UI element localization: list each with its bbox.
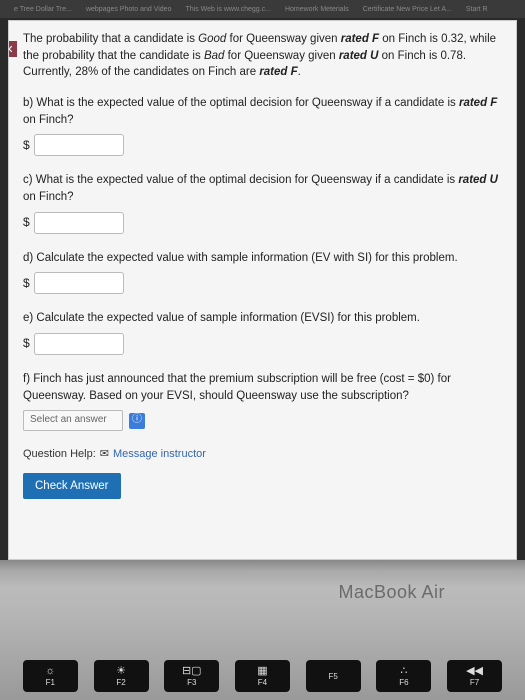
part-b-input[interactable]: [34, 134, 124, 156]
part-f-select[interactable]: Select an answer: [23, 410, 123, 431]
dollar-sign: $: [23, 137, 30, 154]
part-d: d) Calculate the expected value with sam…: [23, 250, 498, 295]
text: on Finch?: [23, 191, 74, 203]
part-c-label: c) What is the expected value of the opt…: [23, 172, 498, 205]
key-label: F3: [187, 678, 196, 687]
key-label: F7: [470, 678, 479, 687]
laptop-brand-text: MacBook Air: [338, 582, 445, 603]
f7-key: ◀◀F7: [447, 660, 502, 692]
part-b-label: b) What is the expected value of the opt…: [23, 95, 498, 128]
browser-tab[interactable]: Homework Meterials: [279, 4, 355, 15]
mail-icon: ✉: [100, 447, 109, 463]
text-bold: rated U: [458, 174, 498, 186]
mission-control-icon: ⊟▢: [182, 666, 202, 677]
browser-tab[interactable]: Certificate New Price Let A...: [357, 4, 458, 15]
part-e: e) Calculate the expected value of sampl…: [23, 310, 498, 355]
text: for Queensway given: [224, 50, 338, 62]
function-key-row: ☼F1 ☀F2 ⊟▢F3 ▦F4 F5 ∴F6 ◀◀F7: [20, 660, 505, 692]
close-icon[interactable]: ✕: [8, 41, 17, 57]
f4-key: ▦F4: [235, 660, 290, 692]
key-label: F2: [116, 678, 125, 687]
text-bold: rated F: [459, 97, 497, 109]
part-c-input[interactable]: [34, 212, 124, 234]
text-bold: rated U: [339, 50, 379, 62]
text: for Queensway given: [226, 33, 340, 45]
question-body: The probability that a candidate is Good…: [9, 21, 516, 509]
key-label: F4: [258, 678, 267, 687]
question-help: Question Help: ✉ Message instructor: [23, 447, 498, 463]
part-e-input[interactable]: [34, 333, 124, 355]
key-label: F5: [328, 672, 337, 681]
key-label: F1: [46, 678, 55, 687]
f3-key: ⊟▢F3: [164, 660, 219, 692]
part-c: c) What is the expected value of the opt…: [23, 172, 498, 233]
info-icon[interactable]: ⓘ: [129, 413, 145, 429]
part-f: f) Finch has just announced that the pre…: [23, 371, 498, 431]
check-answer-button[interactable]: Check Answer: [23, 473, 121, 499]
launchpad-icon: ▦: [257, 666, 267, 677]
text: .: [298, 66, 301, 78]
browser-tab[interactable]: e Tree Dollar Tre...: [8, 4, 78, 15]
question-panel: ✕ The probability that a candidate is Go…: [8, 20, 517, 560]
text-bold: rated F: [341, 33, 379, 45]
browser-tab[interactable]: This Web is www.chegg.c...: [179, 4, 276, 15]
part-b: b) What is the expected value of the opt…: [23, 95, 498, 156]
part-d-input[interactable]: [34, 272, 124, 294]
part-e-label: e) Calculate the expected value of sampl…: [23, 310, 498, 327]
f1-key: ☼F1: [23, 660, 78, 692]
f6-key: ∴F6: [376, 660, 431, 692]
help-label: Question Help:: [23, 447, 96, 463]
dollar-sign: $: [23, 335, 30, 352]
browser-tab-strip: e Tree Dollar Tre... webpages Photo and …: [0, 0, 525, 18]
f2-key: ☀F2: [94, 660, 149, 692]
message-instructor-link[interactable]: Message instructor: [113, 447, 206, 463]
brightness-down-icon: ☼: [45, 666, 55, 677]
part-d-label: d) Calculate the expected value with sam…: [23, 250, 498, 267]
dollar-sign: $: [23, 275, 30, 292]
text: c) What is the expected value of the opt…: [23, 174, 458, 186]
intro-text: The probability that a candidate is Good…: [23, 31, 498, 81]
part-f-label: f) Finch has just announced that the pre…: [23, 371, 498, 404]
text-bold: rated F: [259, 66, 297, 78]
browser-tab[interactable]: webpages Photo and Video: [80, 4, 178, 15]
dollar-sign: $: [23, 214, 30, 231]
key-label: F6: [399, 678, 408, 687]
text: The probability that a candidate is: [23, 33, 198, 45]
rewind-icon: ◀◀: [466, 666, 483, 677]
browser-tab[interactable]: Start R: [460, 4, 494, 15]
text: on Finch?: [23, 114, 74, 126]
laptop-body: MacBook Air ☼F1 ☀F2 ⊟▢F3 ▦F4 F5 ∴F6 ◀◀F7: [0, 560, 525, 700]
brightness-up-icon: ☀: [116, 666, 126, 677]
f6-icon: ∴: [400, 666, 407, 677]
text-italic: Bad: [204, 50, 224, 62]
text: b) What is the expected value of the opt…: [23, 97, 459, 109]
f5-key: F5: [306, 660, 361, 692]
text-italic: Good: [198, 33, 226, 45]
